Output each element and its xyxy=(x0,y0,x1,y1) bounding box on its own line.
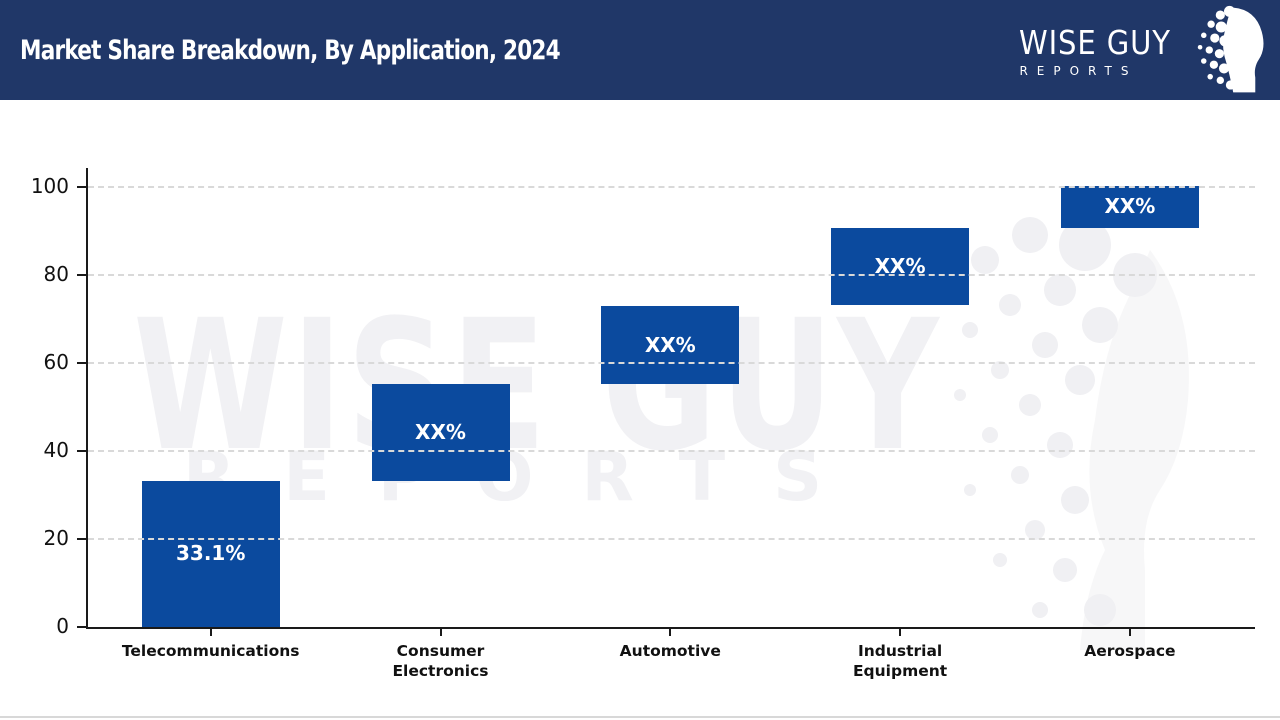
y-tick-mark xyxy=(77,185,88,189)
y-tick-mark xyxy=(77,273,88,277)
bar-segment xyxy=(831,228,970,306)
x-tick-mark xyxy=(669,629,672,637)
category-label: Industrial Equipment xyxy=(852,641,948,680)
y-tick-mark xyxy=(77,625,88,629)
y-tick-mark xyxy=(77,449,88,453)
logo-subtitle: REPORTS xyxy=(1019,63,1138,78)
x-tick-mark xyxy=(439,629,442,637)
x-tick-mark xyxy=(1128,629,1131,637)
y-tick-mark xyxy=(77,361,88,365)
bottom-divider xyxy=(0,716,1280,718)
y-tick-label: 20 xyxy=(43,525,69,550)
y-tick-label: 60 xyxy=(43,349,69,374)
y-tick-label: 80 xyxy=(43,261,69,286)
y-tick-label: 40 xyxy=(43,437,69,462)
bar-value-label: XX% xyxy=(644,332,696,357)
logo-name: WISE GUY xyxy=(1019,22,1172,62)
logo-text: WISE GUY REPORTS xyxy=(1019,23,1192,78)
x-axis xyxy=(85,626,1255,630)
page-title: Market Share Breakdown, By Application, … xyxy=(20,34,561,66)
category-label: Automotive xyxy=(619,641,721,660)
logo-head-icon xyxy=(1197,5,1264,93)
bar-value-label: 33.1% xyxy=(175,541,246,566)
category-label: Telecommunications xyxy=(121,641,300,660)
bar-segment xyxy=(1060,186,1199,229)
header: Market Share Breakdown, By Application, … xyxy=(0,0,1280,100)
x-tick-mark xyxy=(209,629,212,637)
gridline xyxy=(88,185,1255,188)
bar-value-label: XX% xyxy=(1104,194,1156,219)
y-axis xyxy=(85,168,88,630)
gridline xyxy=(88,449,1255,452)
bar-value-label: XX% xyxy=(874,254,926,279)
watermark-wordmark: WISE GUY xyxy=(133,282,942,491)
gridline xyxy=(88,361,1255,364)
y-tick-label: 100 xyxy=(30,173,69,198)
gridline xyxy=(88,537,1255,540)
category-label: Aerospace xyxy=(1084,641,1176,660)
bar-segment xyxy=(371,383,510,482)
y-tick-label: 0 xyxy=(56,613,69,638)
gridline xyxy=(88,273,1255,276)
category-label: Consumer Electronics xyxy=(392,641,489,680)
wise-guy-logo: WISE GUY REPORTS xyxy=(1019,0,1270,100)
y-tick-mark xyxy=(77,537,88,541)
bar-value-label: XX% xyxy=(415,419,466,444)
bar-segment xyxy=(601,305,740,384)
x-tick-mark xyxy=(899,629,902,637)
bar-segment xyxy=(141,481,280,627)
